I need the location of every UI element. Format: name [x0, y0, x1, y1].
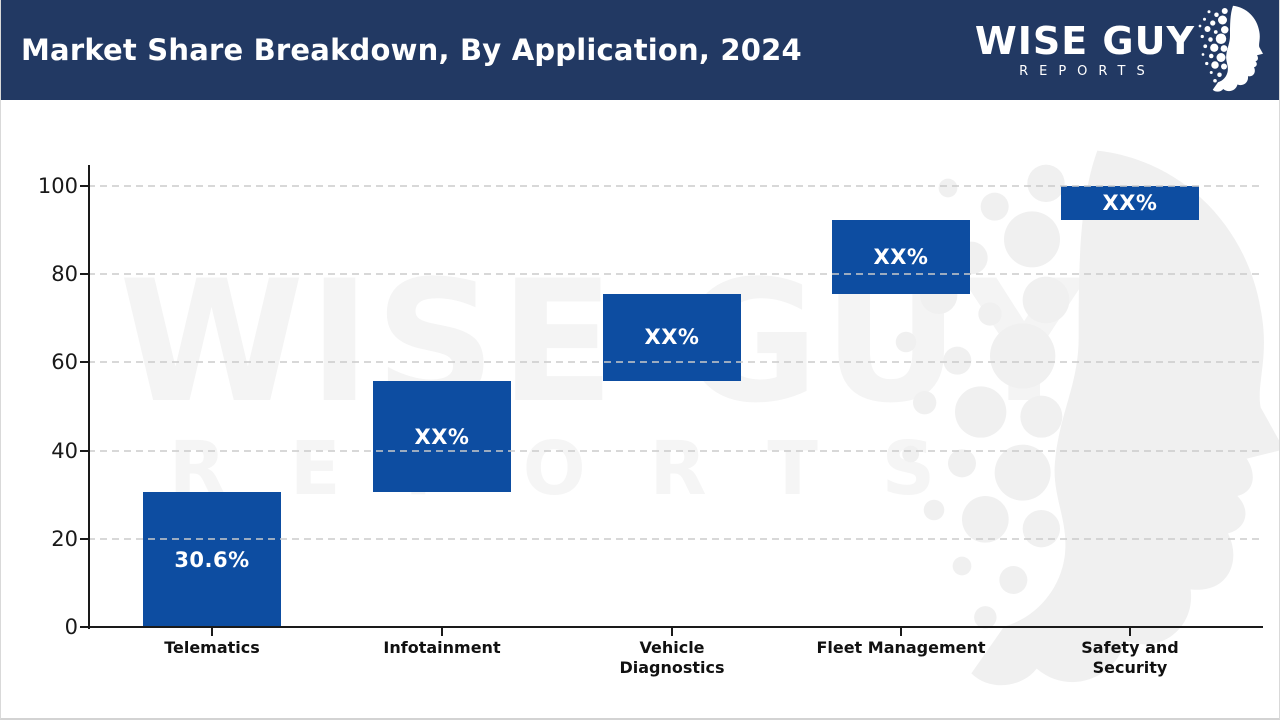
x-tick-mark-5 — [1129, 628, 1131, 636]
y-tick-label-0: 0 — [64, 615, 78, 639]
bar-telematics: 30.6% — [143, 492, 281, 627]
logo-subtext: REPORTS — [1019, 63, 1156, 79]
bar-value-label: XX% — [873, 244, 929, 269]
bar-value-label: XX% — [644, 325, 700, 350]
bar-value-label: XX% — [1102, 190, 1158, 215]
x-category-label-1: Telematics — [164, 638, 260, 657]
bar-fleet-management: XX% — [832, 219, 970, 294]
header: Market Share Breakdown, By Application, … — [1, 0, 1279, 100]
y-tick-mark-20 — [80, 537, 88, 540]
y-tick-label-100: 100 — [37, 174, 78, 198]
x-tick-mark-3 — [671, 628, 673, 636]
gridline-20 — [88, 537, 1263, 540]
gridline-40 — [88, 449, 1263, 452]
y-tick-mark-100 — [80, 185, 88, 187]
y-tick-label-80: 80 — [51, 262, 78, 287]
y-tick-mark-80 — [80, 273, 88, 276]
gridline-80 — [88, 273, 1263, 276]
x-category-label-4: Fleet Management — [816, 638, 986, 657]
chart-area: WISE GUY REPORTS 0 20 40 60 80 100 30.6% XX% XX%… — [1, 100, 1280, 718]
y-tick-mark-40 — [80, 449, 88, 452]
x-category-label-3: Vehicle Diagnostics — [619, 638, 725, 677]
x-tick-mark-1 — [211, 628, 213, 636]
bar-infotainment: XX% — [373, 381, 511, 493]
y-tick-mark-0 — [80, 626, 88, 628]
x-category-label-5: Safety and Security — [1081, 638, 1179, 677]
bar-safety-and-security: XX% — [1061, 186, 1199, 220]
logo-wordmark: WISE GUY — [974, 18, 1195, 63]
bar-value-label: 30.6% — [174, 547, 250, 572]
x-category-label-2: Infotainment — [383, 638, 501, 657]
x-axis-spine — [88, 626, 1263, 628]
watermark-subtext: REPORTS — [169, 426, 1000, 512]
y-axis-spine — [88, 165, 90, 629]
bar-value-label: XX% — [414, 424, 470, 449]
x-tick-mark-4 — [900, 628, 902, 636]
x-tick-mark-2 — [441, 628, 443, 636]
y-tick-label-60: 60 — [51, 350, 78, 375]
page-title: Market Share Breakdown, By Application, … — [21, 33, 802, 67]
logo-text: WISE GUY REPORTS — [975, 22, 1195, 79]
gridline-100 — [88, 185, 1263, 187]
wiseguy-logo: WISE GUY REPORTS — [975, 5, 1265, 95]
logo-head-icon — [1189, 5, 1265, 95]
gridline-60 — [88, 361, 1263, 364]
bar-vehicle-diagnostics: XX% — [603, 293, 741, 382]
y-tick-label-40: 40 — [51, 438, 78, 463]
y-tick-label-20: 20 — [51, 526, 78, 551]
y-tick-mark-60 — [80, 361, 88, 364]
